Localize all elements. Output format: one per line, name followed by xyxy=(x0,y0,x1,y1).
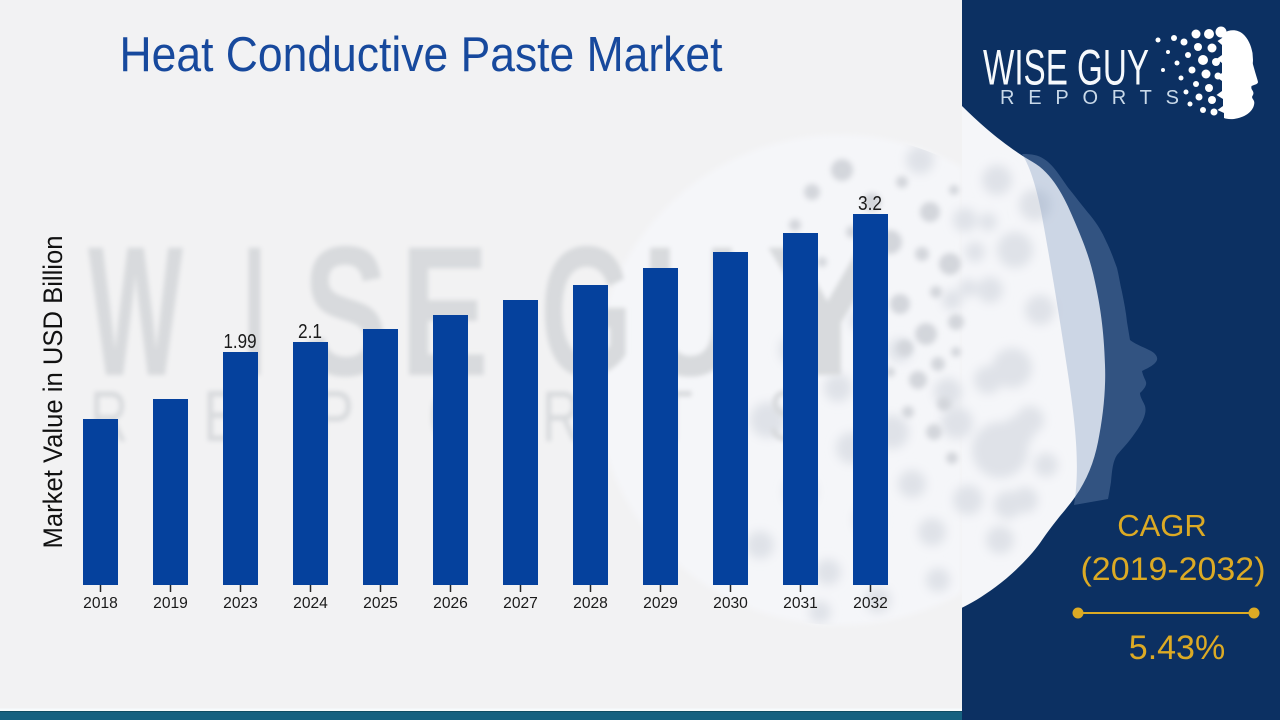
svg-text:(2019-2032): (2019-2032) xyxy=(1081,551,1266,587)
svg-text:2029: 2029 xyxy=(643,595,678,612)
svg-text:2023: 2023 xyxy=(223,595,258,612)
svg-text:2026: 2026 xyxy=(433,595,468,612)
svg-text:2027: 2027 xyxy=(503,595,538,612)
svg-text:2.1: 2.1 xyxy=(298,321,322,343)
svg-text:Heat Conductive Paste Market: Heat Conductive Paste Market xyxy=(120,28,723,82)
svg-text:CAGR: CAGR xyxy=(1117,508,1207,543)
svg-text:2025: 2025 xyxy=(363,595,398,612)
svg-text:1.99: 1.99 xyxy=(224,331,257,353)
svg-text:2032: 2032 xyxy=(853,595,888,612)
svg-text:3.2: 3.2 xyxy=(858,193,882,215)
svg-text:W: W xyxy=(88,209,183,415)
svg-text:2018: 2018 xyxy=(83,595,118,612)
svg-text:2024: 2024 xyxy=(293,595,328,612)
svg-text:Market Value in USD Billion: Market Value in USD Billion xyxy=(38,236,68,549)
svg-text:5.43%: 5.43% xyxy=(1129,629,1225,667)
svg-text:WISE GUY: WISE GUY xyxy=(983,40,1149,96)
svg-text:2028: 2028 xyxy=(573,595,608,612)
svg-text:2030: 2030 xyxy=(713,595,748,612)
svg-text:2031: 2031 xyxy=(783,595,818,612)
svg-text:2019: 2019 xyxy=(153,595,188,612)
